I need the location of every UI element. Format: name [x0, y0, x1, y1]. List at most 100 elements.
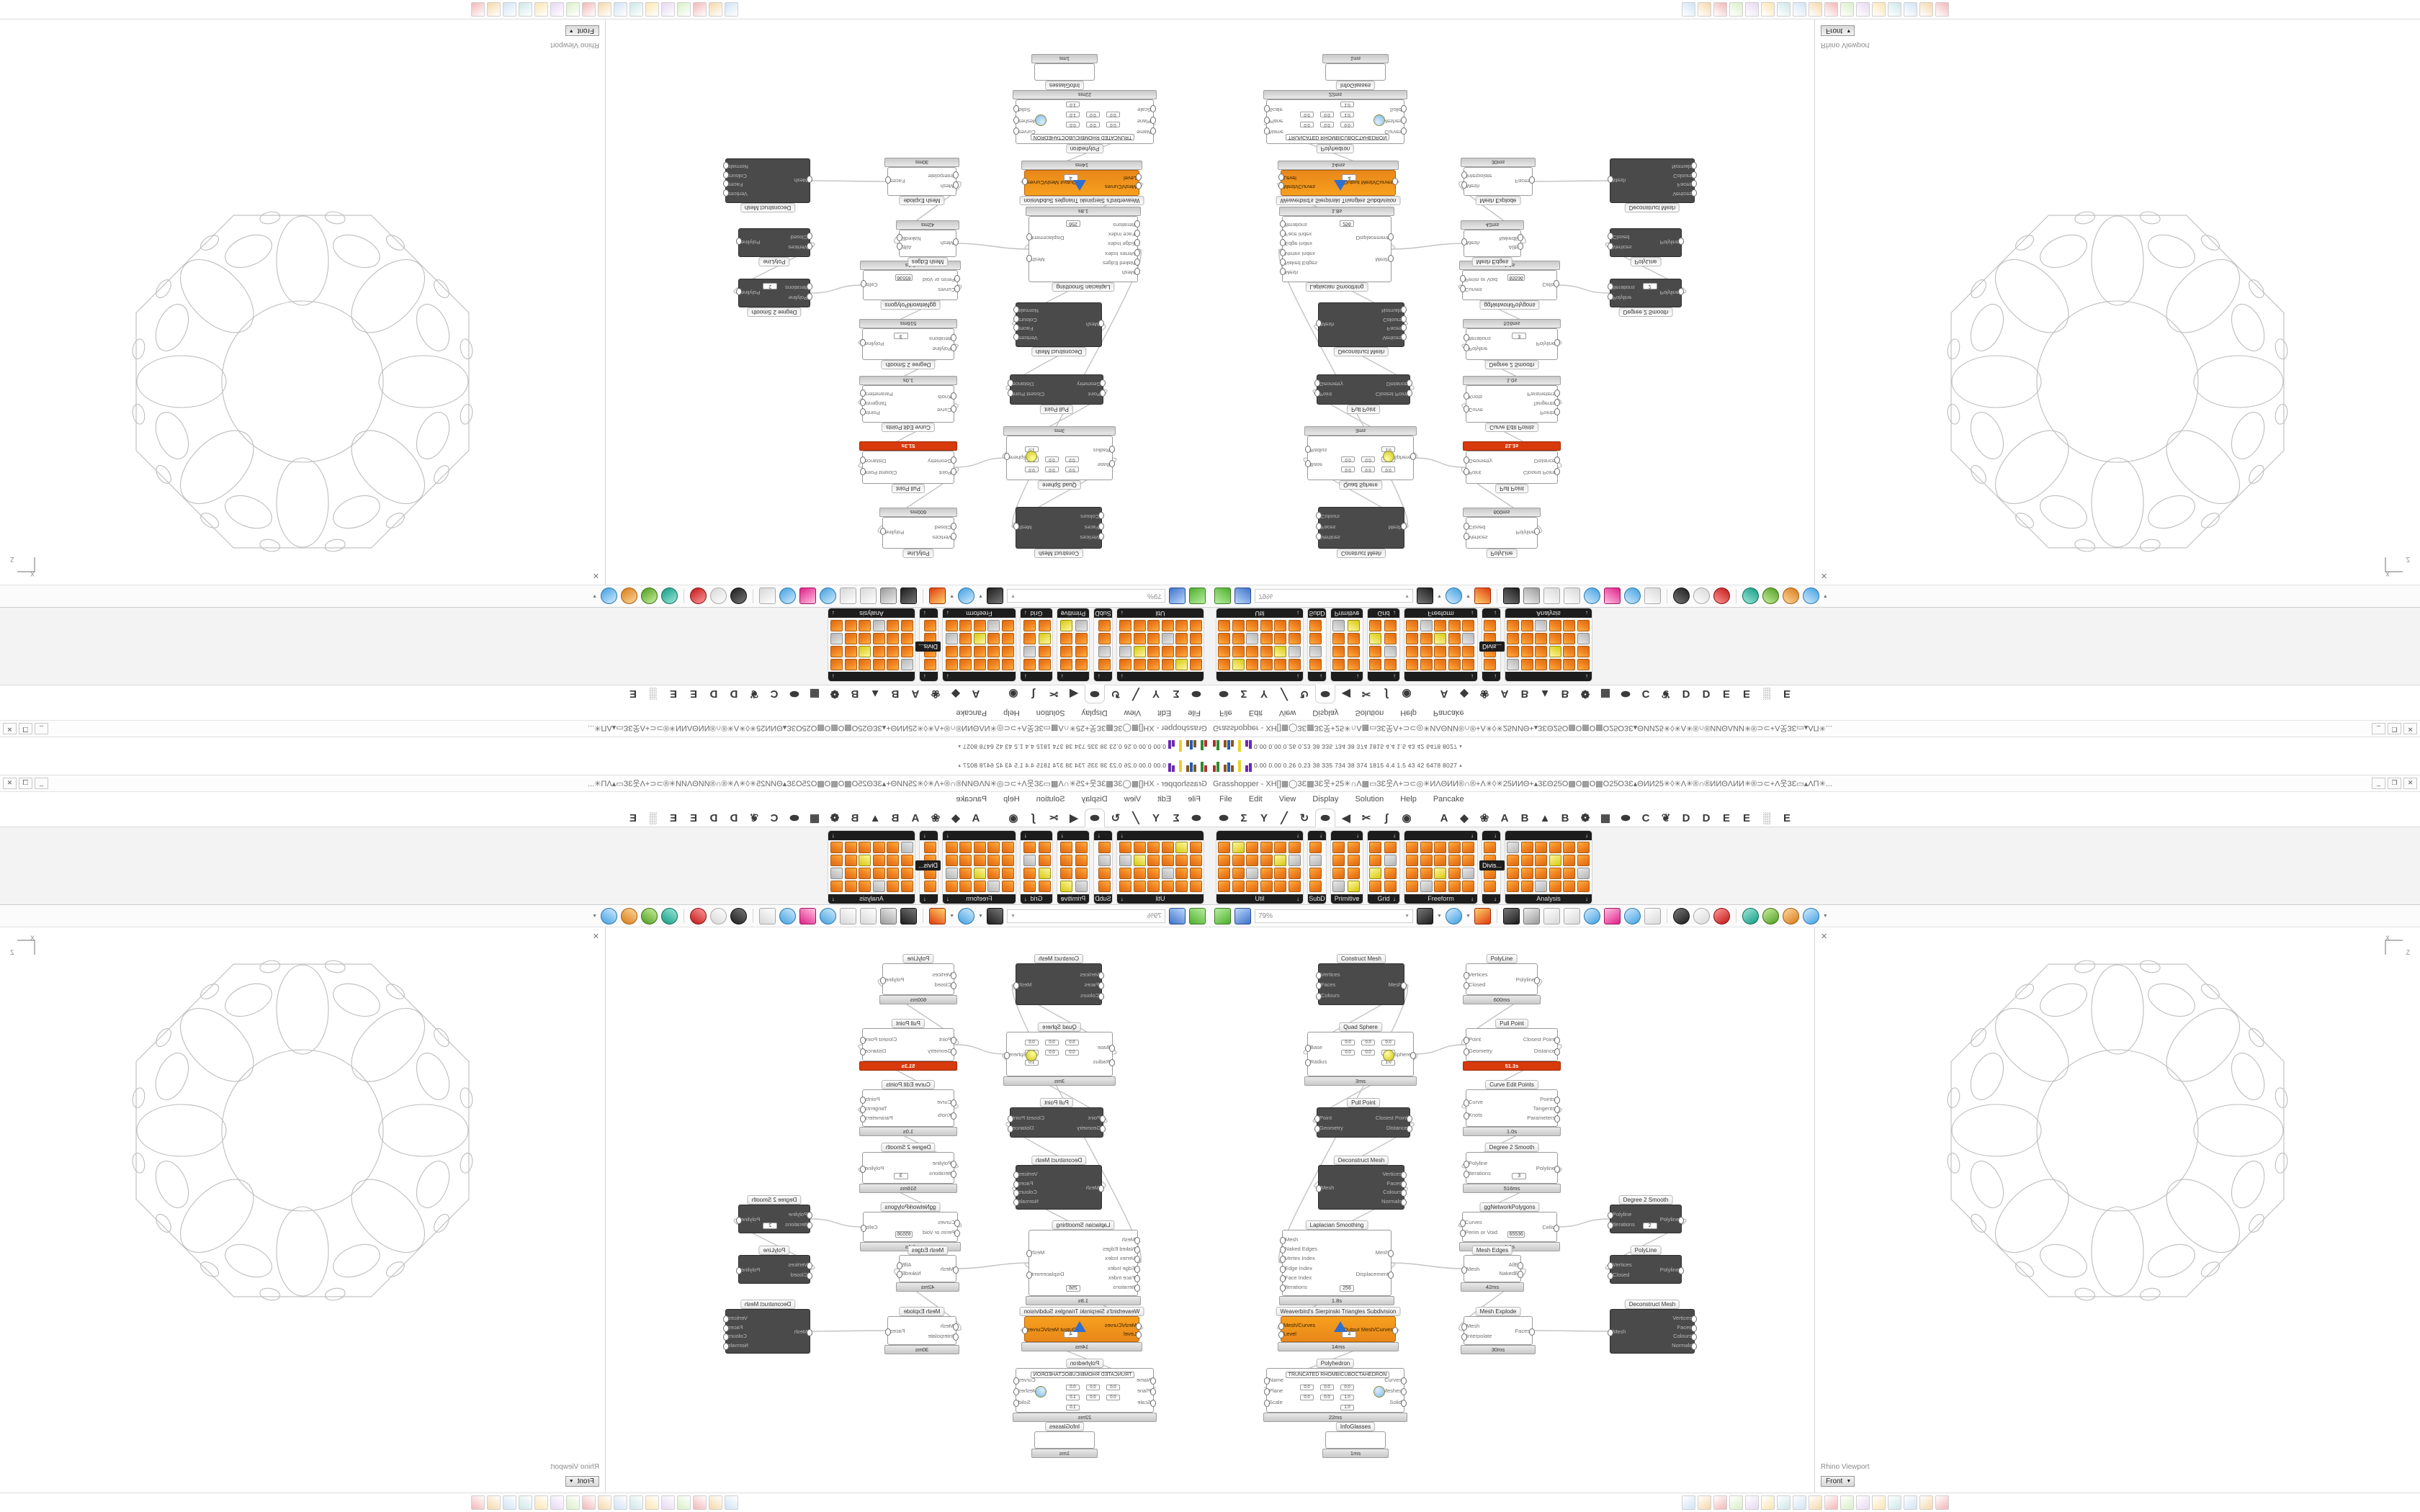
green-icon[interactable] — [641, 907, 658, 924]
node-output-port[interactable] — [1004, 1052, 1010, 1059]
node-input-port[interactable] — [1608, 292, 1613, 300]
tab-icon-right-10[interactable]: C — [770, 688, 779, 701]
node-input-port[interactable] — [1150, 1377, 1156, 1385]
menu-item-help[interactable]: Help — [1400, 795, 1417, 804]
ribbon-component-icon[interactable] — [1520, 620, 1533, 631]
ribbon-component-icon[interactable] — [859, 620, 871, 631]
node-output-port[interactable] — [1534, 528, 1540, 535]
taskbar-item[interactable] — [629, 1495, 644, 1510]
canvas-node[interactable]: Pull Point Point Geometry Closest Point Dist… — [859, 1019, 957, 1071]
node-input-port[interactable] — [1134, 248, 1140, 256]
tab-icon-right-13[interactable]: D — [709, 811, 718, 824]
node-input-port[interactable] — [1280, 258, 1286, 266]
canvas-node[interactable]: ggNetworkPolygons Curves Perim or Void Cell… — [1459, 261, 1560, 310]
ribbon-component-icon[interactable] — [959, 855, 972, 866]
maximize-button[interactable]: ❐ — [19, 778, 32, 789]
node-body[interactable]: Polyline Iterations Polyline 2 — [1608, 279, 1684, 307]
node-input-port[interactable] — [1098, 1185, 1104, 1192]
zoom-input[interactable]: 79% ▼ — [1007, 909, 1165, 923]
ribbon-component-icon[interactable] — [901, 881, 913, 892]
node-output-port[interactable] — [1013, 315, 1019, 323]
node-body[interactable]: Point Geometry Closest Point Distance — [860, 451, 956, 484]
taskbar[interactable] — [0, 1493, 1210, 1512]
node-input-port[interactable] — [951, 1171, 956, 1179]
ribbon-component-icon[interactable] — [1075, 620, 1088, 631]
tab-icon-left-7[interactable]: ✂ — [1049, 688, 1059, 700]
ribbon-component-icon[interactable] — [973, 646, 986, 657]
document-icon[interactable] — [1563, 907, 1580, 924]
ribbon-component-icon[interactable] — [1347, 881, 1360, 892]
node-output-port[interactable] — [1518, 243, 1523, 251]
menu-item-display[interactable]: Display — [1312, 708, 1339, 717]
taskbar[interactable] — [1210, 0, 2420, 19]
menu-item-file[interactable]: File — [1219, 795, 1232, 804]
node-output-port[interactable] — [885, 1328, 891, 1336]
taskbar-item[interactable] — [503, 2, 517, 17]
node-input-port[interactable] — [1464, 1048, 1469, 1056]
balloon-icon[interactable] — [1623, 907, 1641, 924]
node-input-port[interactable] — [807, 1329, 812, 1336]
ribbon-component-icon[interactable] — [1520, 646, 1533, 657]
ribbon-icon-grid[interactable] — [943, 840, 1016, 894]
tab-icon-right-2[interactable]: ❀ — [1479, 688, 1489, 700]
node-output-port[interactable] — [1554, 1225, 1559, 1232]
tab-icon-left-2[interactable]: Υ — [1260, 811, 1268, 824]
zoom-input[interactable]: 79% ▼ — [1255, 909, 1413, 923]
node-input-port[interactable] — [954, 1220, 960, 1227]
ribbon-component-icon[interactable] — [1075, 868, 1088, 879]
node-input-port[interactable] — [951, 456, 956, 464]
node-body[interactable]: Mesh Vertices Faces Colours Normals — [1608, 158, 1697, 203]
node-input-port[interactable] — [1280, 1274, 1286, 1282]
ribbon-component-icon[interactable] — [873, 620, 885, 631]
ribbon-component-icon[interactable] — [1218, 855, 1230, 866]
node-input-port[interactable] — [1608, 1212, 1613, 1220]
ribbon-component-icon[interactable] — [1434, 633, 1447, 644]
ribbon-component-icon[interactable] — [1098, 842, 1111, 853]
node-input-port[interactable] — [1464, 1171, 1469, 1179]
node-body[interactable]: Mesh Interpolate Faces — [885, 167, 959, 196]
node-input-port[interactable] — [953, 1333, 959, 1341]
node-input-port[interactable] — [1136, 182, 1142, 189]
node-output-port[interactable] — [860, 1166, 866, 1173]
node-value-field[interactable]: 3 — [893, 333, 908, 339]
chevron-down-icon[interactable]: ▼ — [1404, 593, 1410, 599]
node-vector-field[interactable]: 0.0 — [1341, 467, 1355, 472]
node-input-port[interactable] — [1134, 239, 1140, 247]
node-input-port[interactable] — [1098, 320, 1104, 327]
ribbon-component-icon[interactable] — [1484, 842, 1496, 853]
taskbar-item[interactable] — [725, 2, 739, 17]
tab-icon-left-9[interactable]: ◉ — [1008, 688, 1018, 700]
ribbon-component-icon[interactable] — [1577, 868, 1590, 879]
menu-item-edit[interactable]: Edit — [1248, 708, 1263, 717]
canvas-node[interactable]: Degree 2 Smooth Polyline Iterations Polylin… — [859, 319, 957, 369]
canvas-node[interactable]: Laplacian Smoothing Mesh Naked Edges Vertex… — [1026, 1220, 1141, 1305]
canvas-node[interactable]: Quad Sphere Base Radius Sphere 0.0 0.0 0.0 0.0 0… — [1304, 1022, 1417, 1086]
node-output-port[interactable] — [1004, 453, 1010, 460]
ribbon-component-icon[interactable] — [1218, 881, 1230, 892]
ribbon-component-icon[interactable] — [1563, 659, 1575, 670]
ribbon-component-icon[interactable] — [1484, 620, 1496, 631]
tab-icon-right-1[interactable]: ◆ — [1460, 688, 1469, 700]
node-body[interactable]: Mesh AllE NakedE — [897, 230, 959, 257]
tab-icon-right-6[interactable]: B — [851, 688, 859, 701]
preview-chevron-icon[interactable]: ▼ — [949, 913, 955, 919]
node-output-port[interactable] — [1401, 1180, 1407, 1188]
node-input-port[interactable] — [1098, 971, 1104, 979]
disconnect-icon[interactable] — [1644, 588, 1661, 605]
ribbon-icon-grid[interactable] — [1368, 840, 1399, 894]
tab-icon-right-3[interactable]: A — [1500, 688, 1509, 701]
ribbon-component-icon[interactable] — [887, 881, 900, 892]
minimize-button[interactable]: _ — [35, 778, 48, 789]
ribbon-component-icon[interactable] — [1162, 868, 1174, 879]
rhino-viewport[interactable]: X Z Rhino Viewport Front ▼ ✕ — [0, 927, 606, 1493]
node-body[interactable]: Mesh Interpolate Faces — [1461, 1316, 1535, 1345]
close-button[interactable]: ✕ — [3, 723, 17, 734]
node-input-port[interactable] — [1461, 238, 1467, 246]
node-body[interactable]: Mesh Interpolate Faces — [885, 1316, 959, 1345]
ribbon-component-icon[interactable] — [945, 659, 958, 670]
node-input-port[interactable] — [1136, 1331, 1142, 1338]
canvas-node[interactable]: PolyLine Vertices Closed Polyline — [736, 228, 812, 266]
ribbon-component-icon[interactable] — [1098, 868, 1111, 879]
ribbon-component-icon[interactable] — [1232, 646, 1245, 657]
zoom-extents-chevron-icon[interactable]: ▼ — [1437, 593, 1442, 599]
